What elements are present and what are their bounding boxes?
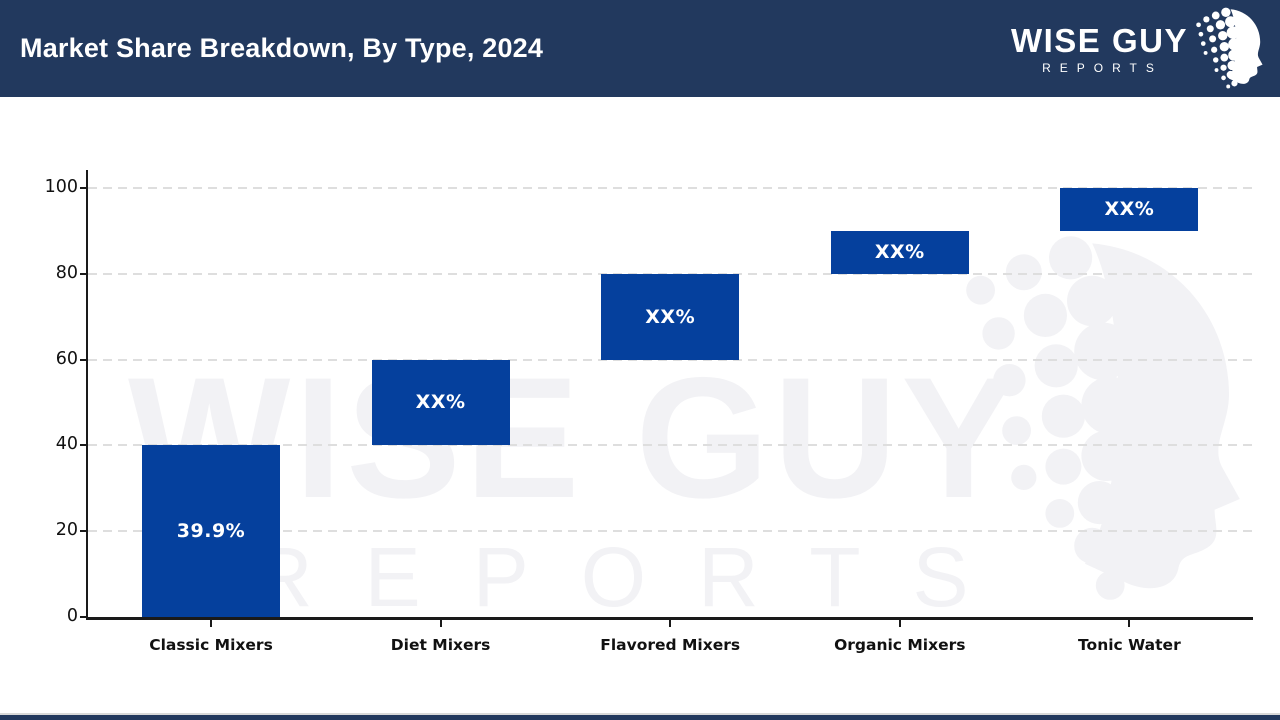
- bar-organic-mixers: XX%: [830, 230, 969, 274]
- y-tick-label-0: 0: [66, 606, 78, 626]
- bar-flavored-mixers: XX%: [601, 273, 740, 360]
- bar-value-label: XX%: [415, 391, 466, 414]
- wise-guy-logo: WISE GUY REPORTS: [1011, 5, 1268, 93]
- y-tick-label-40: 40: [55, 434, 78, 455]
- x-tick-label-4: Tonic Water: [1078, 636, 1181, 654]
- y-tick-label-80: 80: [55, 262, 78, 283]
- bar-value-label: 39.9%: [176, 520, 246, 543]
- x-tickmark-0: [210, 619, 212, 627]
- x-tickmark-2: [669, 619, 672, 627]
- x-tick-label-2: Flavored Mixers: [600, 636, 741, 654]
- gridline-100: [88, 187, 1253, 189]
- x-tickmark-1: [439, 619, 442, 627]
- gridline-40: [88, 444, 1253, 447]
- bar-value-label: XX%: [1104, 198, 1155, 221]
- x-tickmark-3: [898, 619, 901, 627]
- y-tick-label-100: 100: [44, 177, 78, 197]
- x-tick-label-1: Diet Mixers: [390, 636, 491, 654]
- bar-value-label: XX%: [645, 305, 696, 328]
- x-tickmark-4: [1128, 619, 1131, 627]
- bar-value-label: XX%: [874, 241, 925, 264]
- y-tickmark-0: [80, 616, 88, 618]
- y-tickmark-40: [80, 444, 88, 447]
- page-title: Market Share Breakdown, By Type, 2024: [20, 33, 544, 63]
- logo-text: WISE GUY REPORTS: [1011, 24, 1188, 74]
- x-tick-label-3: Organic Mixers: [834, 636, 966, 654]
- bar-diet-mixers: XX%: [371, 359, 510, 446]
- gridline-20: [88, 530, 1253, 533]
- y-tick-label-20: 20: [55, 520, 78, 541]
- header-bar: Market Share Breakdown, By Type, 2024 WI…: [0, 0, 1280, 97]
- footer-divider: [0, 713, 1280, 715]
- bar-classic-mixers: 39.9%: [142, 445, 280, 617]
- gridline-60: [88, 358, 1253, 361]
- bar-tonic-water: XX%: [1060, 188, 1199, 231]
- y-tickmark-100: [80, 187, 88, 189]
- head-profile-icon: [1196, 7, 1263, 88]
- x-axis-spine: [86, 617, 1253, 620]
- y-tick-label-60: 60: [55, 348, 78, 369]
- footer-accent-bar: [0, 715, 1280, 720]
- x-tick-label-0: Classic Mixers: [149, 636, 273, 654]
- y-tickmark-80: [80, 272, 88, 275]
- y-axis-spine: [86, 170, 88, 619]
- logo-subtitle: REPORTS: [1042, 60, 1163, 75]
- y-tickmark-20: [80, 530, 88, 533]
- y-tickmark-60: [80, 358, 88, 361]
- logo-name: WISE GUY: [1010, 21, 1188, 59]
